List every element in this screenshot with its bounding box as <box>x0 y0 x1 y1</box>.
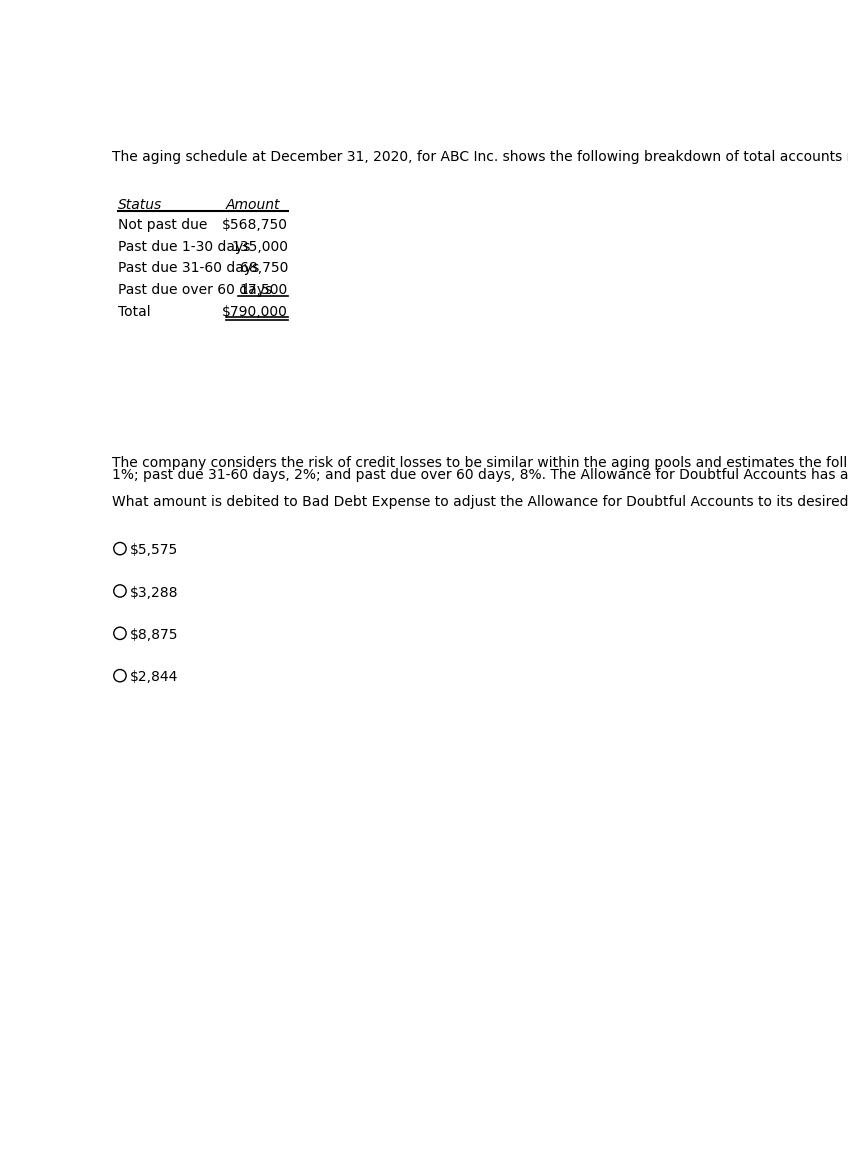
Text: $5,575: $5,575 <box>130 543 178 557</box>
Text: Past due 1-30 days: Past due 1-30 days <box>118 240 250 254</box>
Text: What amount is debited to Bad Debt Expense to adjust the Allowance for Doubtful : What amount is debited to Bad Debt Expen… <box>112 494 848 508</box>
Text: Total: Total <box>118 304 150 319</box>
Text: 68,750: 68,750 <box>240 261 288 275</box>
Text: Not past due: Not past due <box>118 218 207 232</box>
Text: $568,750: $568,750 <box>222 218 288 232</box>
Text: The company considers the risk of credit losses to be similar within the aging p: The company considers the risk of credit… <box>112 457 848 471</box>
Text: 1%; past due 31-60 days, 2%; and past due over 60 days, 8%. The Allowance for Do: 1%; past due 31-60 days, 2%; and past du… <box>112 467 848 481</box>
Text: $3,288: $3,288 <box>130 586 179 600</box>
Text: Amount: Amount <box>226 198 281 212</box>
Text: $2,844: $2,844 <box>130 670 178 684</box>
Text: $790,000: $790,000 <box>222 304 288 319</box>
Text: Status: Status <box>118 198 162 212</box>
Text: $8,875: $8,875 <box>130 628 179 642</box>
Text: Past due over 60 days: Past due over 60 days <box>118 283 271 297</box>
Text: Past due 31-60 days: Past due 31-60 days <box>118 261 259 275</box>
Text: 135,000: 135,000 <box>232 240 288 254</box>
Text: The aging schedule at December 31, 2020, for ABC Inc. shows the following breakd: The aging schedule at December 31, 2020,… <box>112 150 848 164</box>
Text: 17,500: 17,500 <box>240 283 288 297</box>
